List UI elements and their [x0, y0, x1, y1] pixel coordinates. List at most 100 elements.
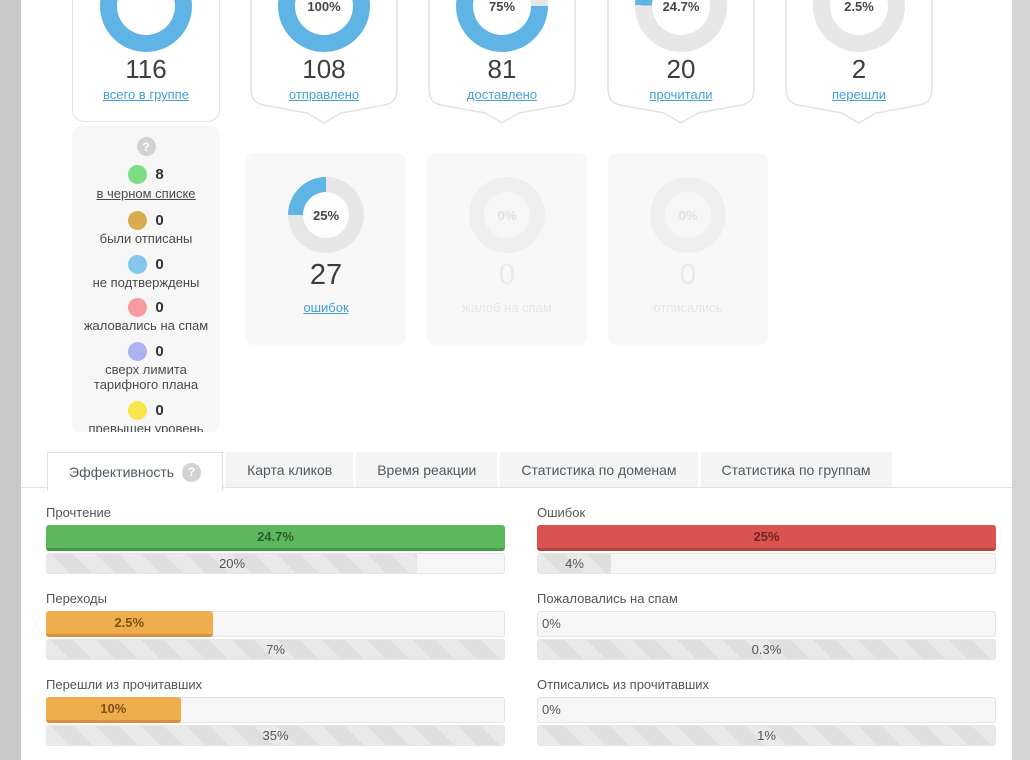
right-gutter — [1012, 0, 1030, 760]
stat-label-unsubscribed: отписались — [653, 300, 723, 315]
donut-percent-sent: 100% — [307, 0, 341, 14]
tab-click-map[interactable]: Карта кликов — [226, 452, 354, 487]
stat-link-delivered[interactable]: доставлено — [466, 87, 538, 102]
donut-total — [100, 0, 192, 52]
average-bar: 0.3% — [537, 639, 996, 660]
donut-unsubscribed: 0% — [650, 177, 726, 253]
legend-item-unconfirmed: 0 не подтверждены — [72, 254, 220, 291]
help-icon[interactable]: ? — [136, 137, 156, 156]
stat-card-sent: 100% 108 отправлено — [250, 0, 398, 136]
stats-tab-bar: Эффективность ? Карта кликов Время реакц… — [47, 452, 892, 491]
donut-percent-read: 24.7% — [662, 0, 700, 14]
legend-value: 0 — [155, 212, 164, 229]
stat-label-spam: жалоб на спам — [462, 300, 552, 315]
legend-item-over-limit: 0 сверх лимита тарифного плана — [72, 341, 220, 393]
metric-title: Пожаловались на спам — [537, 591, 678, 606]
stat-card-unsubscribed: 0% 0 отписались — [608, 153, 768, 345]
spam-dot-icon — [128, 298, 148, 318]
stat-link-errors[interactable]: ошибок — [303, 300, 349, 315]
legend-item-spam-complaints: 0 жаловались на спам — [72, 297, 220, 334]
legend-value: 8 — [155, 166, 164, 183]
average-bar: 1% — [537, 725, 996, 746]
donut-percent-clicked: 2.5% — [844, 0, 874, 14]
tab-reaction-time[interactable]: Время реакции — [356, 452, 498, 487]
value-bar-label: 25% — [753, 529, 780, 544]
tab-label: Карта кликов — [247, 461, 333, 478]
stat-card-read: 24.7% 20 прочитали — [607, 0, 755, 136]
value-bar: 0% 0% — [537, 697, 996, 723]
metric-title: Перешли из прочитавших — [46, 677, 203, 692]
legend-value: 0 — [155, 401, 164, 419]
blacklist-link[interactable]: в черном списке — [96, 186, 196, 201]
legend-item-unsubscribed: 0 были отписаны — [72, 210, 220, 247]
legend-label: превышен уровень беспокойства — [88, 420, 204, 432]
metric-click-rate: Переходы 2.5% 2.5% 7% — [46, 591, 505, 660]
tab-help-icon[interactable]: ? — [182, 462, 202, 482]
legend-value: 0 — [155, 255, 164, 273]
metrics-column-left: Прочтение 24.7% 24.7% 20% Переходы 2.5% … — [46, 505, 505, 760]
donut-percent-delivered: 75% — [488, 0, 516, 14]
stat-value-read: 20 — [666, 54, 696, 84]
metric-title: Ошибок — [537, 505, 586, 520]
average-bar: 35% — [46, 725, 505, 746]
average-bar-label: 35% — [262, 728, 289, 743]
stat-value-delivered: 81 — [487, 54, 517, 84]
stat-link-total[interactable]: всего в группе — [103, 87, 189, 102]
tab-divider — [21, 487, 1012, 488]
blacklist-dot-icon — [128, 165, 148, 184]
stat-link-read[interactable]: прочитали — [649, 87, 713, 102]
stat-card-delivered: 75% 81 доставлено — [428, 0, 576, 136]
metric-error-rate: Ошибок 25% 25% 4% — [537, 505, 996, 574]
metrics-column-right: Ошибок 25% 25% 4% Пожаловались на спам 0… — [537, 505, 996, 760]
value-bar: 24.7% 24.7% — [46, 525, 505, 551]
group-breakdown-panel: ? 8 в черном списке 0 были отписаны 0 не… — [72, 126, 220, 432]
tab-effectiveness[interactable]: Эффективность ? — [47, 452, 224, 491]
stat-value-sent: 108 — [302, 54, 346, 84]
tab-label: Статистика по группам — [721, 461, 871, 478]
value-bar-label: 24.7% — [257, 529, 294, 544]
stat-value-spam: 0 — [498, 259, 516, 291]
stat-card-spam-complaints: 0% 0 жалоб на спам — [427, 153, 587, 345]
metric-unsubscribe-from-read: Отписались из прочитавших 0% 0% 1% — [537, 677, 996, 746]
average-bar-label: 0.3% — [751, 642, 782, 657]
donut-errors: 25% — [288, 177, 364, 253]
average-bar-label: 1% — [757, 728, 776, 743]
value-bar: 0% 0% — [537, 611, 996, 637]
value-bar: 10% 10% — [46, 697, 505, 723]
value-bar: 25% 25% — [537, 525, 996, 551]
average-bar: 7% — [46, 639, 505, 660]
anxiety-dot-icon — [128, 400, 148, 420]
value-bar-label: 2.5% — [114, 615, 145, 630]
legend-item-blacklist: 8 в черном списке — [72, 164, 220, 203]
tab-label: Время реакции — [377, 461, 477, 478]
stat-value-unsubscribed: 0 — [679, 259, 697, 291]
average-bar-label: 4% — [565, 556, 584, 571]
legend-label: были отписаны — [99, 231, 193, 246]
metric-spam-rate: Пожаловались на спам 0% 0% 0.3% — [537, 591, 996, 660]
legend-label: не подтверждены — [92, 274, 200, 290]
stat-card-errors: 25% 27 ошибок — [246, 153, 406, 345]
value-bar-label: 10% — [100, 701, 127, 716]
stat-card-total: 116 всего в группе — [72, 0, 220, 122]
metric-title: Прочтение — [46, 505, 111, 520]
tab-label: Эффективность — [69, 464, 175, 480]
stat-link-sent[interactable]: отправлено — [288, 87, 360, 102]
value-bar: 2.5% 2.5% — [46, 611, 505, 637]
tab-group-stats[interactable]: Статистика по группам — [700, 452, 892, 487]
metric-read-rate: Прочтение 24.7% 24.7% 20% — [46, 505, 505, 574]
left-gutter — [0, 0, 21, 760]
unsubscribed-dot-icon — [128, 211, 148, 230]
metric-title: Отписались из прочитавших — [537, 677, 710, 692]
average-bar-label: 20% — [219, 556, 246, 571]
stat-card-clicked: 2.5% 2 перешли — [785, 0, 933, 136]
donut-spam-complaints: 0% — [469, 177, 545, 253]
metric-click-from-read: Перешли из прочитавших 10% 10% 35% — [46, 677, 505, 746]
stat-link-clicked[interactable]: перешли — [831, 87, 886, 102]
tab-domain-stats[interactable]: Статистика по доменам — [500, 452, 698, 487]
metric-title: Переходы — [46, 591, 107, 606]
legend-value: 0 — [155, 299, 164, 317]
legend-label: жаловались на спам — [83, 318, 209, 334]
unconfirmed-dot-icon — [128, 254, 148, 274]
legend-item-anxiety-level: 0 превышен уровень беспокойства — [72, 400, 220, 432]
average-bar: 20% — [46, 553, 505, 574]
